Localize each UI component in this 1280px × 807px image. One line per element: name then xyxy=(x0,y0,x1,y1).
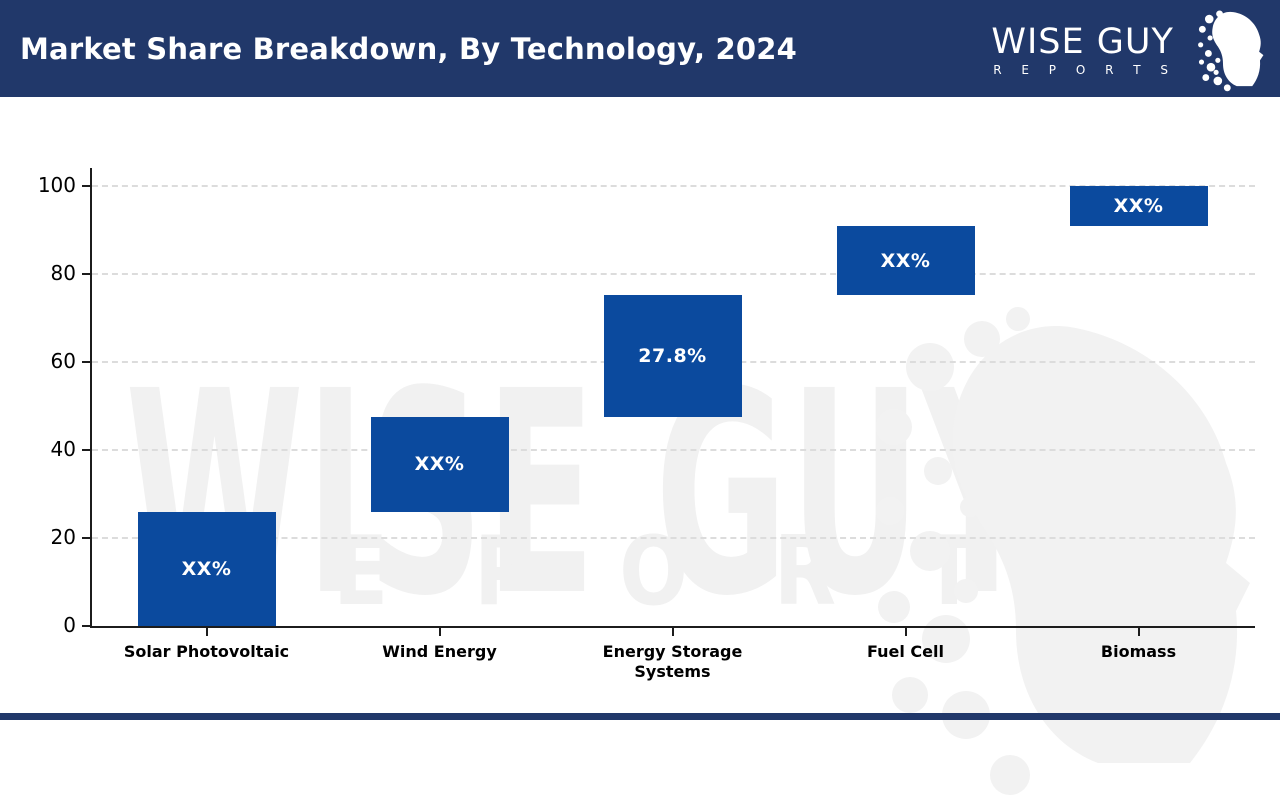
logo-subtitle: R E P O R T S xyxy=(989,63,1176,77)
y-tick-60 xyxy=(82,361,90,363)
y-tick-40 xyxy=(82,449,90,451)
x-category-label: Energy Storage Systems xyxy=(573,642,773,682)
x-category-label: Fuel Cell xyxy=(806,642,1006,662)
x-tick-2 xyxy=(672,628,674,636)
y-tick-80 xyxy=(82,273,90,275)
bar-value-label: XX% xyxy=(415,453,465,475)
bar-value-label: XX% xyxy=(182,558,232,580)
bar-value-label: XX% xyxy=(1114,195,1164,217)
y-tick-label-20: 20 xyxy=(16,525,76,549)
logo-wordmark: WISE GUY xyxy=(989,23,1176,61)
y-axis-line xyxy=(90,168,92,628)
y-tick-label-60: 60 xyxy=(16,349,76,373)
x-category-label: Biomass xyxy=(1039,642,1239,662)
watermark-head-icon xyxy=(850,287,1250,807)
bar-wind-energy: XX% xyxy=(371,417,509,512)
x-tick-3 xyxy=(905,628,907,636)
y-tick-label-100: 100 xyxy=(16,173,76,197)
x-category-label: Wind Energy xyxy=(340,642,540,662)
x-tick-0 xyxy=(206,628,208,636)
bar-value-label: 27.8% xyxy=(638,345,706,367)
bar-fuel-cell: XX% xyxy=(837,226,975,294)
page-title: Market Share Breakdown, By Technology, 2… xyxy=(0,32,797,66)
logo-text: WISE GUY R E P O R T S xyxy=(989,23,1176,77)
bar-solar-photovoltaic: XX% xyxy=(138,512,276,626)
bar-biomass: XX% xyxy=(1070,186,1208,226)
bar-energy-storage-systems: 27.8% xyxy=(604,295,742,417)
header-banner: Market Share Breakdown, By Technology, 2… xyxy=(0,0,1280,97)
x-tick-1 xyxy=(439,628,441,636)
y-tick-20 xyxy=(82,537,90,539)
wise-guy-logo: WISE GUY R E P O R T S xyxy=(989,6,1266,94)
y-tick-label-80: 80 xyxy=(16,261,76,285)
y-tick-label-40: 40 xyxy=(16,437,76,461)
footer-accent-bar xyxy=(0,713,1280,720)
y-tick-label-0: 0 xyxy=(16,613,76,637)
y-tick-100 xyxy=(82,185,90,187)
gridline-80 xyxy=(92,273,1255,275)
gridline-40 xyxy=(92,449,1255,451)
bar-value-label: XX% xyxy=(881,250,931,272)
x-tick-4 xyxy=(1138,628,1140,636)
y-tick-0 xyxy=(82,625,90,627)
head-profile-icon xyxy=(1180,7,1266,93)
x-category-label: Solar Photovoltaic xyxy=(107,642,307,662)
